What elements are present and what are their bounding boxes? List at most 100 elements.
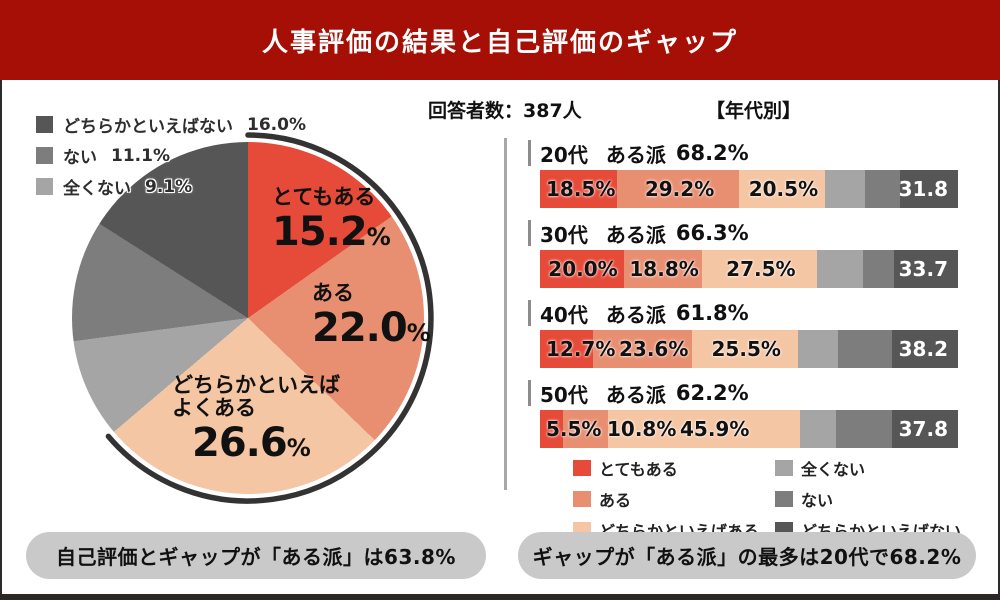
callout-right: ギャップが「ある派」の最多は20代で68.2% bbox=[518, 532, 976, 579]
bar-segment bbox=[540, 250, 624, 288]
segment-value: 20.5% bbox=[748, 177, 819, 201]
segment-value: 10.8% bbox=[607, 417, 677, 441]
bar-segment bbox=[799, 410, 836, 448]
age-row-header: 40代 ある派 61.8% bbox=[528, 300, 958, 327]
age-row: 50代 ある派 62.2% 5.5% 10.8% 45.9% 37.8 bbox=[528, 380, 958, 448]
age-label: 20代 bbox=[540, 142, 588, 167]
pie-legend-item: 全くない 9.1% bbox=[36, 174, 306, 199]
bar-segment bbox=[891, 410, 958, 448]
age-row: 40代 ある派 61.8% 12.7% 23.6% 25.5% 38.2 bbox=[528, 300, 958, 368]
age-row-header: 20代 ある派 68.2% bbox=[528, 140, 958, 167]
bar-segment bbox=[739, 170, 826, 208]
age-row-header: 30代 ある派 66.3% bbox=[528, 220, 958, 247]
bar-segment bbox=[617, 170, 740, 208]
vertical-divider bbox=[504, 138, 507, 490]
segment-value: 29.2% bbox=[644, 177, 715, 201]
group-label: ある派 bbox=[605, 302, 666, 327]
page-title: 人事評価の結果と自己評価のギャップ bbox=[261, 27, 738, 58]
pie-legend: どちらかといえばない 16.0% ない 11.1% 全くない 9.1% bbox=[36, 112, 306, 205]
slice-value: 26.6% bbox=[192, 420, 311, 467]
bar-legend-item: とてもある bbox=[573, 456, 759, 480]
stacked-bar: 18.5% 29.2% 20.5% 31.8 bbox=[540, 170, 958, 208]
header-banner: 人事評価の結果と自己評価のギャップ bbox=[0, 0, 1000, 80]
legend-label: 全くない bbox=[801, 460, 866, 479]
group-total-value: 68.2% bbox=[675, 141, 749, 165]
age-row-header: 50代 ある派 62.2% bbox=[528, 380, 958, 407]
bar-segment bbox=[825, 170, 865, 208]
legend-swatch-icon bbox=[775, 460, 793, 476]
slice-value: 22.0% bbox=[312, 305, 431, 352]
group-total-value: 61.8% bbox=[675, 301, 749, 325]
pie-slice-label-aru: ある 22.0% bbox=[312, 281, 431, 352]
bar-segment bbox=[864, 170, 901, 208]
callout-left: 自己評価とギャップが「ある派」は63.8% bbox=[26, 532, 486, 579]
slice-name: ある bbox=[312, 281, 354, 305]
footer-bar bbox=[0, 594, 1000, 600]
age-row: 30代 ある派 66.3% 20.0% 18.8% 27.5% 33.7 bbox=[528, 220, 958, 288]
bar-segment bbox=[540, 410, 563, 448]
group-total-value: 62.2% bbox=[675, 381, 749, 405]
legend-label: ある bbox=[599, 491, 632, 510]
bar-segment bbox=[623, 250, 703, 288]
bar-segment bbox=[702, 250, 818, 288]
segment-value: 20.0% bbox=[548, 257, 618, 281]
stacked-bar: 20.0% 18.8% 27.5% 33.7 bbox=[540, 250, 958, 288]
legend-swatch-icon bbox=[775, 491, 793, 507]
age-label: 50代 bbox=[540, 382, 588, 407]
segment-value: 27.5% bbox=[726, 257, 796, 281]
others-total-value: 38.2 bbox=[898, 337, 948, 361]
group-label: ある派 bbox=[605, 142, 666, 167]
bar-segment bbox=[798, 330, 839, 368]
legend-swatch-icon bbox=[36, 147, 53, 164]
legend-swatch-icon bbox=[36, 116, 53, 133]
group-label: ある派 bbox=[605, 222, 666, 247]
legend-label: 全くない bbox=[63, 179, 131, 199]
age-label: 30代 bbox=[540, 222, 588, 247]
bar-segment bbox=[593, 330, 692, 368]
bar-legend-item: 全くない bbox=[775, 456, 961, 480]
bar-segment bbox=[540, 170, 618, 208]
legend-value: 16.0% bbox=[247, 114, 306, 135]
section-label: 【年代別】 bbox=[706, 100, 802, 122]
pie-slice-label-dochira-aru: どちらかといえばよくある 26.6% bbox=[172, 373, 354, 467]
segment-value: 45.9% bbox=[680, 417, 750, 441]
pie-legend-item: どちらかといえばない 16.0% bbox=[36, 112, 306, 137]
pie-legend-item: ない 11.1% bbox=[36, 143, 306, 168]
group-label: ある派 bbox=[605, 382, 666, 407]
age-label: 40代 bbox=[540, 302, 588, 327]
bar-segment bbox=[562, 410, 609, 448]
bar-segment bbox=[838, 330, 892, 368]
legend-label: ない bbox=[63, 148, 97, 168]
legend-label: どちらかといえばない bbox=[63, 117, 233, 137]
legend-swatch-icon bbox=[573, 460, 591, 476]
bar-legend-item: ある bbox=[573, 487, 759, 511]
bar-segment bbox=[900, 170, 958, 208]
segment-value: 25.5% bbox=[711, 337, 781, 361]
stacked-bar: 12.7% 23.6% 25.5% 38.2 bbox=[540, 330, 958, 368]
group-total-value: 66.3% bbox=[675, 221, 749, 245]
legend-label: ない bbox=[801, 491, 834, 510]
stacked-bar: 5.5% 10.8% 45.9% 37.8 bbox=[540, 410, 958, 448]
bar-legend-item: ない bbox=[775, 487, 961, 511]
legend-swatch-icon bbox=[573, 491, 591, 507]
slice-value: 15.2% bbox=[272, 209, 391, 256]
others-total-value: 37.8 bbox=[898, 417, 948, 441]
bar-segment bbox=[893, 250, 958, 288]
bar-segment bbox=[835, 410, 892, 448]
segment-value: 12.7% bbox=[546, 337, 616, 361]
bar-segment bbox=[691, 330, 799, 368]
bar-segment bbox=[817, 250, 863, 288]
others-total-value: 31.8 bbox=[898, 177, 948, 201]
legend-value: 11.1% bbox=[111, 145, 170, 166]
slice-name: どちらかといえばよくある bbox=[172, 373, 340, 421]
age-rows: 20代 ある派 68.2% 18.5% 29.2% 20.5% 31.8 30代 ある派 66.3… bbox=[528, 140, 958, 460]
segment-value: 18.5% bbox=[546, 177, 616, 201]
segment-value: 18.8% bbox=[629, 257, 699, 281]
age-row: 20代 ある派 68.2% 18.5% 29.2% 20.5% 31.8 bbox=[528, 140, 958, 208]
respondents-count: 回答者数：387人 bbox=[428, 100, 582, 122]
legend-label: とてもある bbox=[599, 460, 678, 479]
bar-segment bbox=[862, 250, 894, 288]
bar-segment bbox=[891, 330, 958, 368]
others-total-value: 33.7 bbox=[898, 257, 948, 281]
